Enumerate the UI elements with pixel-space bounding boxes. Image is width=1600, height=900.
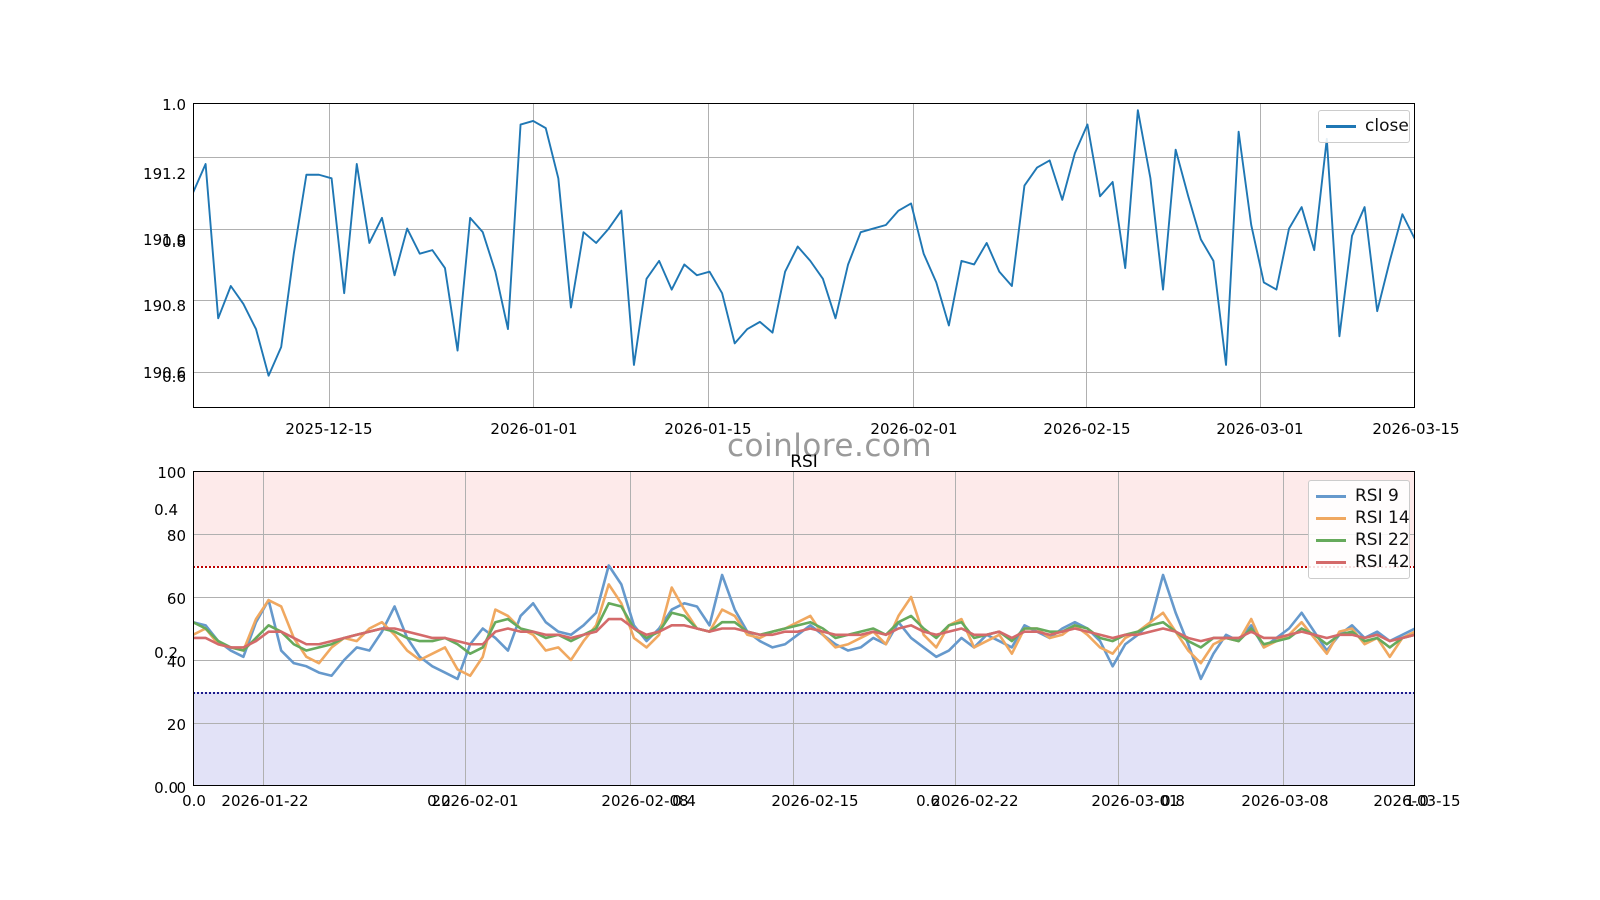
rsi-band-oversold [193, 691, 1415, 786]
legend-item-rsi-14[interactable]: RSI 14 [1316, 507, 1410, 529]
price-xtick-5: 2026-03-01 [1216, 420, 1304, 438]
rsi-gridline-h-3 [193, 534, 1415, 535]
price-ytick-190-6: 190.6 [143, 364, 186, 382]
legend-item-rsi-22[interactable]: RSI 22 [1316, 529, 1410, 551]
rsi-gridline-v-6 [1283, 471, 1284, 786]
legend-item-rsi-9[interactable]: RSI 9 [1316, 485, 1402, 507]
rsi-gridline-h-0 [193, 723, 1415, 724]
price-xtick-3: 2026-02-01 [870, 420, 958, 438]
rsi-chart-panel [193, 471, 1415, 786]
rsi-xtick-norm-2: 0.4 [672, 792, 696, 810]
rsi-xtick-date-7: 2026-03-15 [1373, 792, 1461, 810]
rsi-xtick-date-1: 2026-02-01 [431, 792, 519, 810]
price-xtick-6: 2026-03-15 [1372, 420, 1460, 438]
price-ytick-191-0: 191.0 [143, 231, 186, 249]
price-ytick-norm-0-8: 0.8 [162, 233, 186, 251]
price-gridline-h-3 [193, 372, 1415, 374]
legend-label-rsi-14: RSI 14 [1355, 508, 1410, 528]
legend-label-close: close [1365, 116, 1409, 136]
price-gridline-v-3 [913, 103, 914, 408]
price-ytick-191-2: 191.2 [143, 165, 186, 183]
rsi-ytick-norm-0-0: 0.0 [154, 779, 178, 797]
rsi-ytick-80: 80 [166, 527, 186, 545]
rsi-xtick-norm-5: 1.0 [1405, 792, 1429, 810]
line-swatch-icon [1316, 516, 1346, 520]
rsi-line-rsi-14 [193, 583, 1415, 678]
price-ytick-norm-1-0: 1.0 [162, 96, 186, 114]
rsi-ytick-norm-0-2: 0.2 [154, 644, 178, 662]
rsi-xtick-date-3: 2026-02-15 [771, 792, 859, 810]
line-swatch-icon [1316, 494, 1346, 498]
price-gridline-h-2 [193, 300, 1415, 302]
line-swatch-icon [1326, 124, 1356, 128]
rsi-panel-title: RSI [790, 452, 818, 472]
rsi-ytick-40: 40 [166, 653, 186, 671]
legend-label-rsi-9: RSI 9 [1355, 486, 1399, 506]
rsi-legend[interactable]: RSI 9 RSI 14 RSI 22 RSI 42 [1308, 480, 1410, 579]
rsi-xtick-norm-1: 0.2 [427, 792, 451, 810]
rsi-ytick-norm-0-4: 0.4 [154, 501, 178, 519]
rsi-xtick-date-5: 2026-03-01 [1091, 792, 1179, 810]
rsi-gridline-h-2 [193, 597, 1415, 598]
rsi-gridline-v-1 [465, 471, 466, 786]
price-xtick-0: 2025-12-15 [285, 420, 373, 438]
price-legend[interactable]: close [1318, 110, 1410, 143]
rsi-line-rsi-42 [193, 617, 1415, 649]
price-line-close [193, 109, 1415, 377]
rsi-gridline-v-4 [955, 471, 956, 786]
rsi-gridline-v-0 [263, 471, 264, 786]
price-gridline-v-2 [708, 103, 709, 408]
rsi-line-rsi-9 [193, 564, 1415, 681]
legend-label-rsi-22: RSI 22 [1355, 530, 1410, 550]
rsi-xtick-date-0: 2026-01-22 [221, 792, 309, 810]
rsi-ytick-0: 0 [176, 779, 186, 797]
rsi-xtick-date-6: 2026-03-08 [1241, 792, 1329, 810]
rsi-xtick-date-2: 2026-02-08 [601, 792, 689, 810]
rsi-series-group [193, 564, 1415, 681]
price-xtick-2: 2026-01-15 [664, 420, 752, 438]
rsi-gridline-v-5 [1118, 471, 1119, 786]
rsi-xtick-norm-4: 0.8 [1161, 792, 1185, 810]
legend-item-close[interactable]: close [1326, 115, 1409, 137]
rsi-xtick-norm-0: 0.0 [182, 792, 206, 810]
price-gridline-h-0 [193, 156, 1415, 158]
price-ytick-190-8: 190.8 [143, 297, 186, 315]
price-ytick-norm-0-6: 0.6 [162, 368, 186, 386]
rsi-plot-area [193, 471, 1415, 786]
legend-item-rsi-42[interactable]: RSI 42 [1316, 551, 1410, 573]
rsi-ytick-100: 100 [157, 464, 186, 482]
price-gridline-v-4 [1086, 103, 1087, 408]
watermark: coinlore.com [727, 428, 933, 464]
rsi-gridline-h-1 [193, 660, 1415, 661]
price-chart-panel [193, 103, 1415, 408]
price-xtick-4: 2026-02-15 [1043, 420, 1131, 438]
line-swatch-icon [1316, 538, 1346, 542]
rsi-ytick-60: 60 [166, 590, 186, 608]
rsi-xtick-norm-3: 0.6 [916, 792, 940, 810]
price-gridline-v-0 [329, 103, 330, 408]
price-plot-area [193, 103, 1415, 408]
price-series-group [193, 109, 1415, 377]
price-gridline-v-1 [533, 103, 534, 408]
rsi-xtick-date-4: 2026-02-22 [931, 792, 1019, 810]
price-xtick-1: 2026-01-01 [490, 420, 578, 438]
legend-label-rsi-42: RSI 42 [1355, 552, 1410, 572]
rsi-level-line-30 [193, 691, 1415, 694]
rsi-level-line-70 [193, 565, 1415, 568]
rsi-ytick-20: 20 [166, 716, 186, 734]
rsi-band-overbought [193, 471, 1415, 566]
rsi-gridline-v-3 [793, 471, 794, 786]
price-gridline-h-1 [193, 228, 1415, 230]
line-swatch-icon [1316, 560, 1346, 564]
price-gridline-v-5 [1260, 103, 1261, 408]
